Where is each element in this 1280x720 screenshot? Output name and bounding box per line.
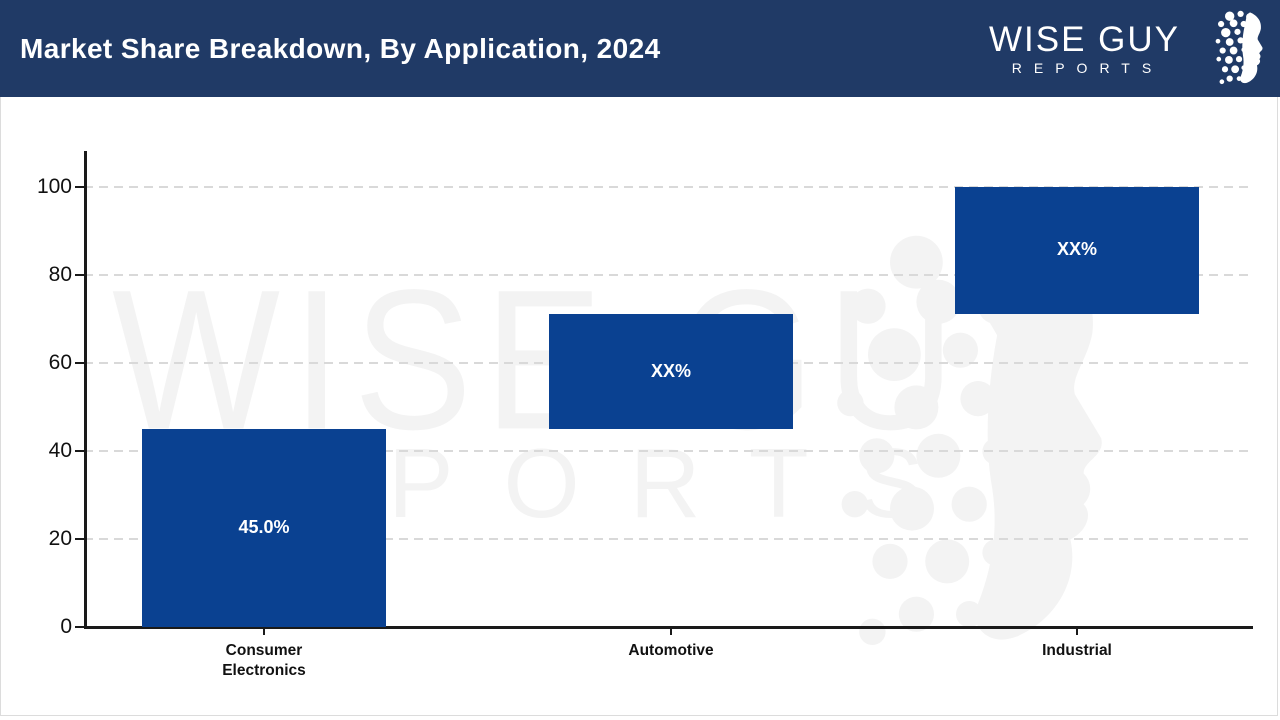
brand-name: WISE GUY: [988, 20, 1180, 59]
y-tick-label: 60: [48, 350, 72, 374]
brand-logo: WISE GUY REPORTS: [989, 0, 1264, 97]
face-dot: [1229, 46, 1238, 54]
face-dot: [890, 486, 934, 531]
face-dot: [1215, 38, 1221, 44]
face-dot: [960, 381, 996, 417]
x-category-label-consumer-electronics: Consumer Electronics: [222, 642, 306, 679]
chart-title: Market Share Breakdown, By Application, …: [20, 32, 661, 64]
face-dot: [1229, 18, 1238, 27]
face-dot: [1219, 46, 1226, 54]
face-dot: [859, 438, 895, 474]
bar-industrial: [955, 186, 1199, 315]
x-axis-line: [84, 626, 1253, 629]
y-tick-label: 20: [48, 526, 72, 550]
face-dot: [942, 332, 978, 368]
face-dot: [841, 491, 868, 518]
x-tick-mark: [670, 629, 672, 635]
face-dot: [1219, 78, 1225, 84]
y-tick-mark: [75, 273, 84, 276]
y-tick-label: 100: [36, 174, 72, 198]
bar-value-label-consumer-electronics: 45.0%: [238, 516, 290, 537]
face-dot: [837, 389, 864, 417]
y-tick-label: 80: [48, 262, 72, 286]
face-dot: [925, 539, 970, 584]
y-axis-line: [84, 151, 87, 629]
x-category-label-industrial: Industrial: [1042, 642, 1112, 659]
face-dot: [1225, 55, 1233, 64]
face-dot: [894, 385, 939, 430]
face-dot: [1225, 37, 1234, 46]
face-dot: [859, 618, 886, 645]
face-dot: [898, 596, 934, 632]
y-gridline: [84, 273, 1253, 276]
face-dot: [1237, 36, 1244, 44]
x-tick-mark: [1076, 629, 1078, 635]
y-tick-mark: [75, 626, 84, 628]
x-category-label-automotive: Automotive: [628, 642, 714, 659]
x-tick-mark: [263, 629, 265, 635]
bar-value-label-industrial: XX%: [1056, 239, 1098, 260]
y-gridline: [84, 449, 1253, 452]
face-dot: [1217, 20, 1225, 27]
y-tick-mark: [75, 537, 84, 540]
face-dot: [1216, 56, 1222, 61]
face-dot: [1234, 28, 1241, 35]
bar-consumer-electronics: [142, 428, 386, 627]
y-tick-mark: [75, 361, 84, 364]
face-dot: [1221, 27, 1231, 37]
y-tick-label: 0: [60, 615, 72, 638]
face-profile: [1239, 11, 1263, 83]
y-tick-label: 40: [48, 438, 72, 462]
face-dot: [1231, 64, 1240, 73]
bar-value-label-automotive: XX%: [650, 360, 692, 381]
y-tick-mark: [75, 185, 84, 188]
face-dot: [850, 288, 886, 324]
bar-automotive: [549, 314, 793, 429]
face-dot: [1225, 11, 1235, 21]
face-dot: [916, 433, 961, 478]
face-dot: [872, 543, 908, 579]
brand-logo-text: WISE GUY REPORTS: [989, 22, 1180, 75]
y-gridline: [84, 537, 1253, 540]
y-gridline: [84, 185, 1253, 188]
face-dot: [868, 328, 921, 381]
header-bar: Market Share Breakdown, By Application, …: [0, 0, 1280, 97]
y-tick-mark: [75, 449, 84, 452]
face-dot: [1221, 65, 1229, 72]
dot-face-logo-icon: [1215, 10, 1263, 84]
brand-subname: REPORTS: [1011, 60, 1164, 76]
face-dot: [916, 279, 961, 324]
face-dot: [1237, 10, 1244, 17]
face-dot: [1226, 75, 1233, 82]
face-dot: [951, 486, 987, 522]
face-dot: [1235, 55, 1243, 62]
